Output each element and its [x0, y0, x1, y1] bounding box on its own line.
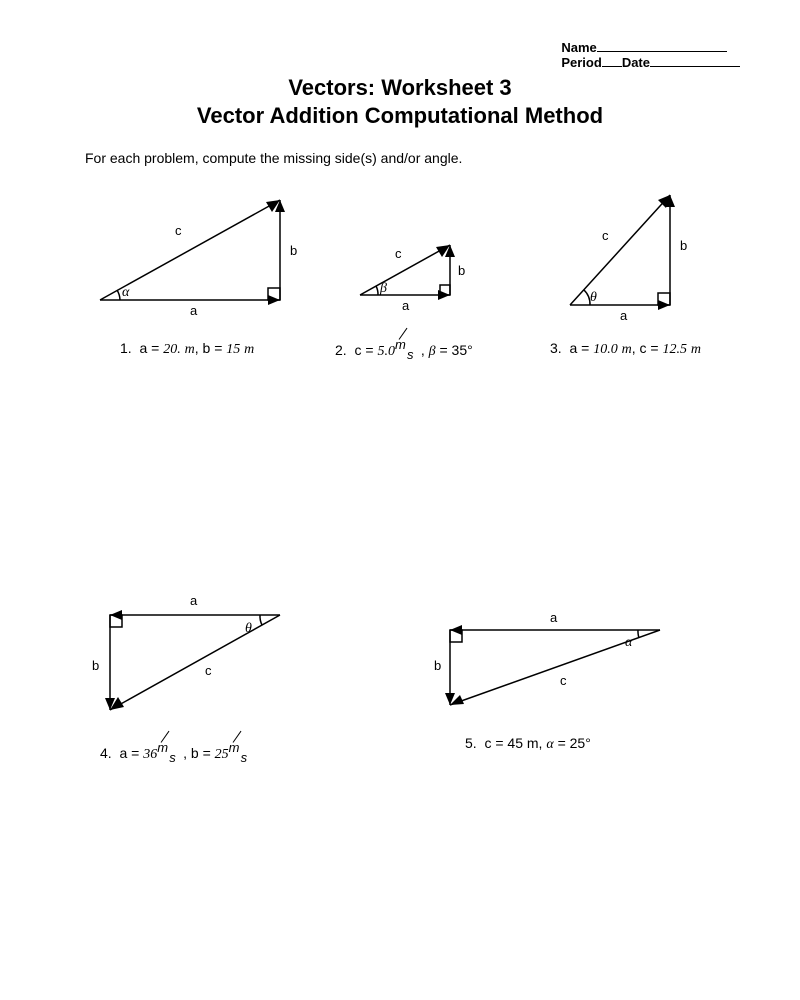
problem-1: a b c α 1. a = 20. m, b = 15 m — [80, 180, 310, 325]
triangle-2: a b c β — [340, 220, 490, 310]
triangle-3: a b c θ — [540, 180, 720, 320]
label-c: c — [602, 228, 609, 243]
p4-ud2: s — [241, 750, 248, 765]
name-label: Name — [561, 40, 596, 55]
p1-ua: m — [185, 342, 195, 357]
p1-sep: , b = — [195, 340, 227, 356]
p2-un: m — [395, 337, 406, 352]
p3-prefix: a = — [569, 340, 593, 356]
caption-1: 1. a = 20. m, b = 15 m — [120, 340, 254, 358]
label-angle: α — [122, 285, 130, 300]
label-c: c — [175, 223, 182, 238]
label-b: b — [680, 238, 687, 253]
problem-4: a b c θ 4. a = 36 m s , b = 25 m s — [80, 590, 330, 745]
triangle-1: a b c α — [80, 180, 310, 320]
p2-prefix: c = — [354, 342, 377, 358]
p4-un2: m — [229, 740, 240, 755]
label-b: b — [92, 658, 99, 673]
label-b: b — [458, 263, 465, 278]
p4-ud: s — [169, 750, 176, 765]
label-b: b — [434, 658, 441, 673]
period-label: Period — [561, 55, 601, 70]
label-a: a — [190, 593, 198, 608]
caption-2: 2. c = 5.0 m s , β = 35° — [335, 342, 473, 360]
p1-num: 1. — [120, 340, 132, 356]
p5-num: 5. — [465, 735, 477, 751]
p1-ub: m — [244, 342, 254, 357]
caption-4: 4. a = 36 m s , b = 25 m s — [100, 745, 251, 763]
problem-3: a b c θ 3. a = 10.0 m, c = 12.5 m — [540, 180, 720, 325]
label-a: a — [550, 610, 558, 625]
problem-5: a b c α 5. c = 45 m, α = 25° — [420, 610, 700, 735]
label-c: c — [560, 673, 567, 688]
p4-un: m — [157, 740, 168, 755]
label-a: a — [620, 308, 628, 323]
p5-prefix: c = 45 m, — [484, 735, 546, 751]
label-c: c — [205, 663, 212, 678]
date-label: Date — [622, 55, 650, 70]
header-fields: Name Period Date — [561, 40, 740, 70]
p3-ua: m — [622, 342, 632, 357]
p3-uc: m — [691, 342, 701, 357]
label-angle: θ — [245, 621, 252, 636]
title-line-2: Vector Addition Computational Method — [0, 103, 800, 129]
p4-prefix: a = — [119, 745, 143, 761]
p3-num: 3. — [550, 340, 562, 356]
problem-row-1: a b c α 1. a = 20. m, b = 15 m a b c β — [60, 180, 750, 360]
p3-c: 12.5 — [662, 342, 687, 357]
problem-2: a b c β 2. c = 5.0 m s , β = 35° — [340, 220, 490, 315]
label-angle: α — [625, 635, 633, 650]
caption-3: 3. a = 10.0 m, c = 12.5 m — [550, 340, 701, 358]
p2-c: 5.0 — [377, 344, 395, 359]
instructions-text: For each problem, compute the missing si… — [85, 150, 462, 166]
caption-5: 5. c = 45 m, α = 25° — [465, 735, 591, 753]
p2-sep: , — [417, 342, 429, 358]
label-b: b — [290, 243, 297, 258]
triangle-5: a b c α — [420, 610, 700, 730]
label-angle: β — [379, 281, 387, 296]
label-angle: θ — [590, 290, 597, 305]
p3-sep: , c = — [632, 340, 663, 356]
p2-ud: s — [407, 347, 414, 362]
p1-prefix: a = — [139, 340, 163, 356]
p2-angv: = 35° — [436, 342, 473, 358]
label-a: a — [402, 298, 410, 313]
p5-ang: α — [546, 737, 553, 752]
p1-b: 15 — [226, 342, 240, 357]
label-a: a — [190, 303, 198, 318]
p4-num: 4. — [100, 745, 112, 761]
triangle-4: a b c θ — [80, 590, 330, 740]
p2-ang: β — [429, 344, 436, 359]
p3-a: 10.0 — [593, 342, 618, 357]
problem-row-2: a b c θ 4. a = 36 m s , b = 25 m s — [80, 590, 750, 770]
p4-a: 36 — [143, 747, 157, 762]
p4-sep: , b = — [179, 745, 214, 761]
title-block: Vectors: Worksheet 3 Vector Addition Com… — [0, 75, 800, 129]
title-line-1: Vectors: Worksheet 3 — [0, 75, 800, 101]
p4-b: 25 — [215, 747, 229, 762]
label-c: c — [395, 246, 402, 261]
p2-num: 2. — [335, 342, 347, 358]
p1-a: 20. — [163, 342, 181, 357]
p5-angv: = 25° — [554, 735, 591, 751]
